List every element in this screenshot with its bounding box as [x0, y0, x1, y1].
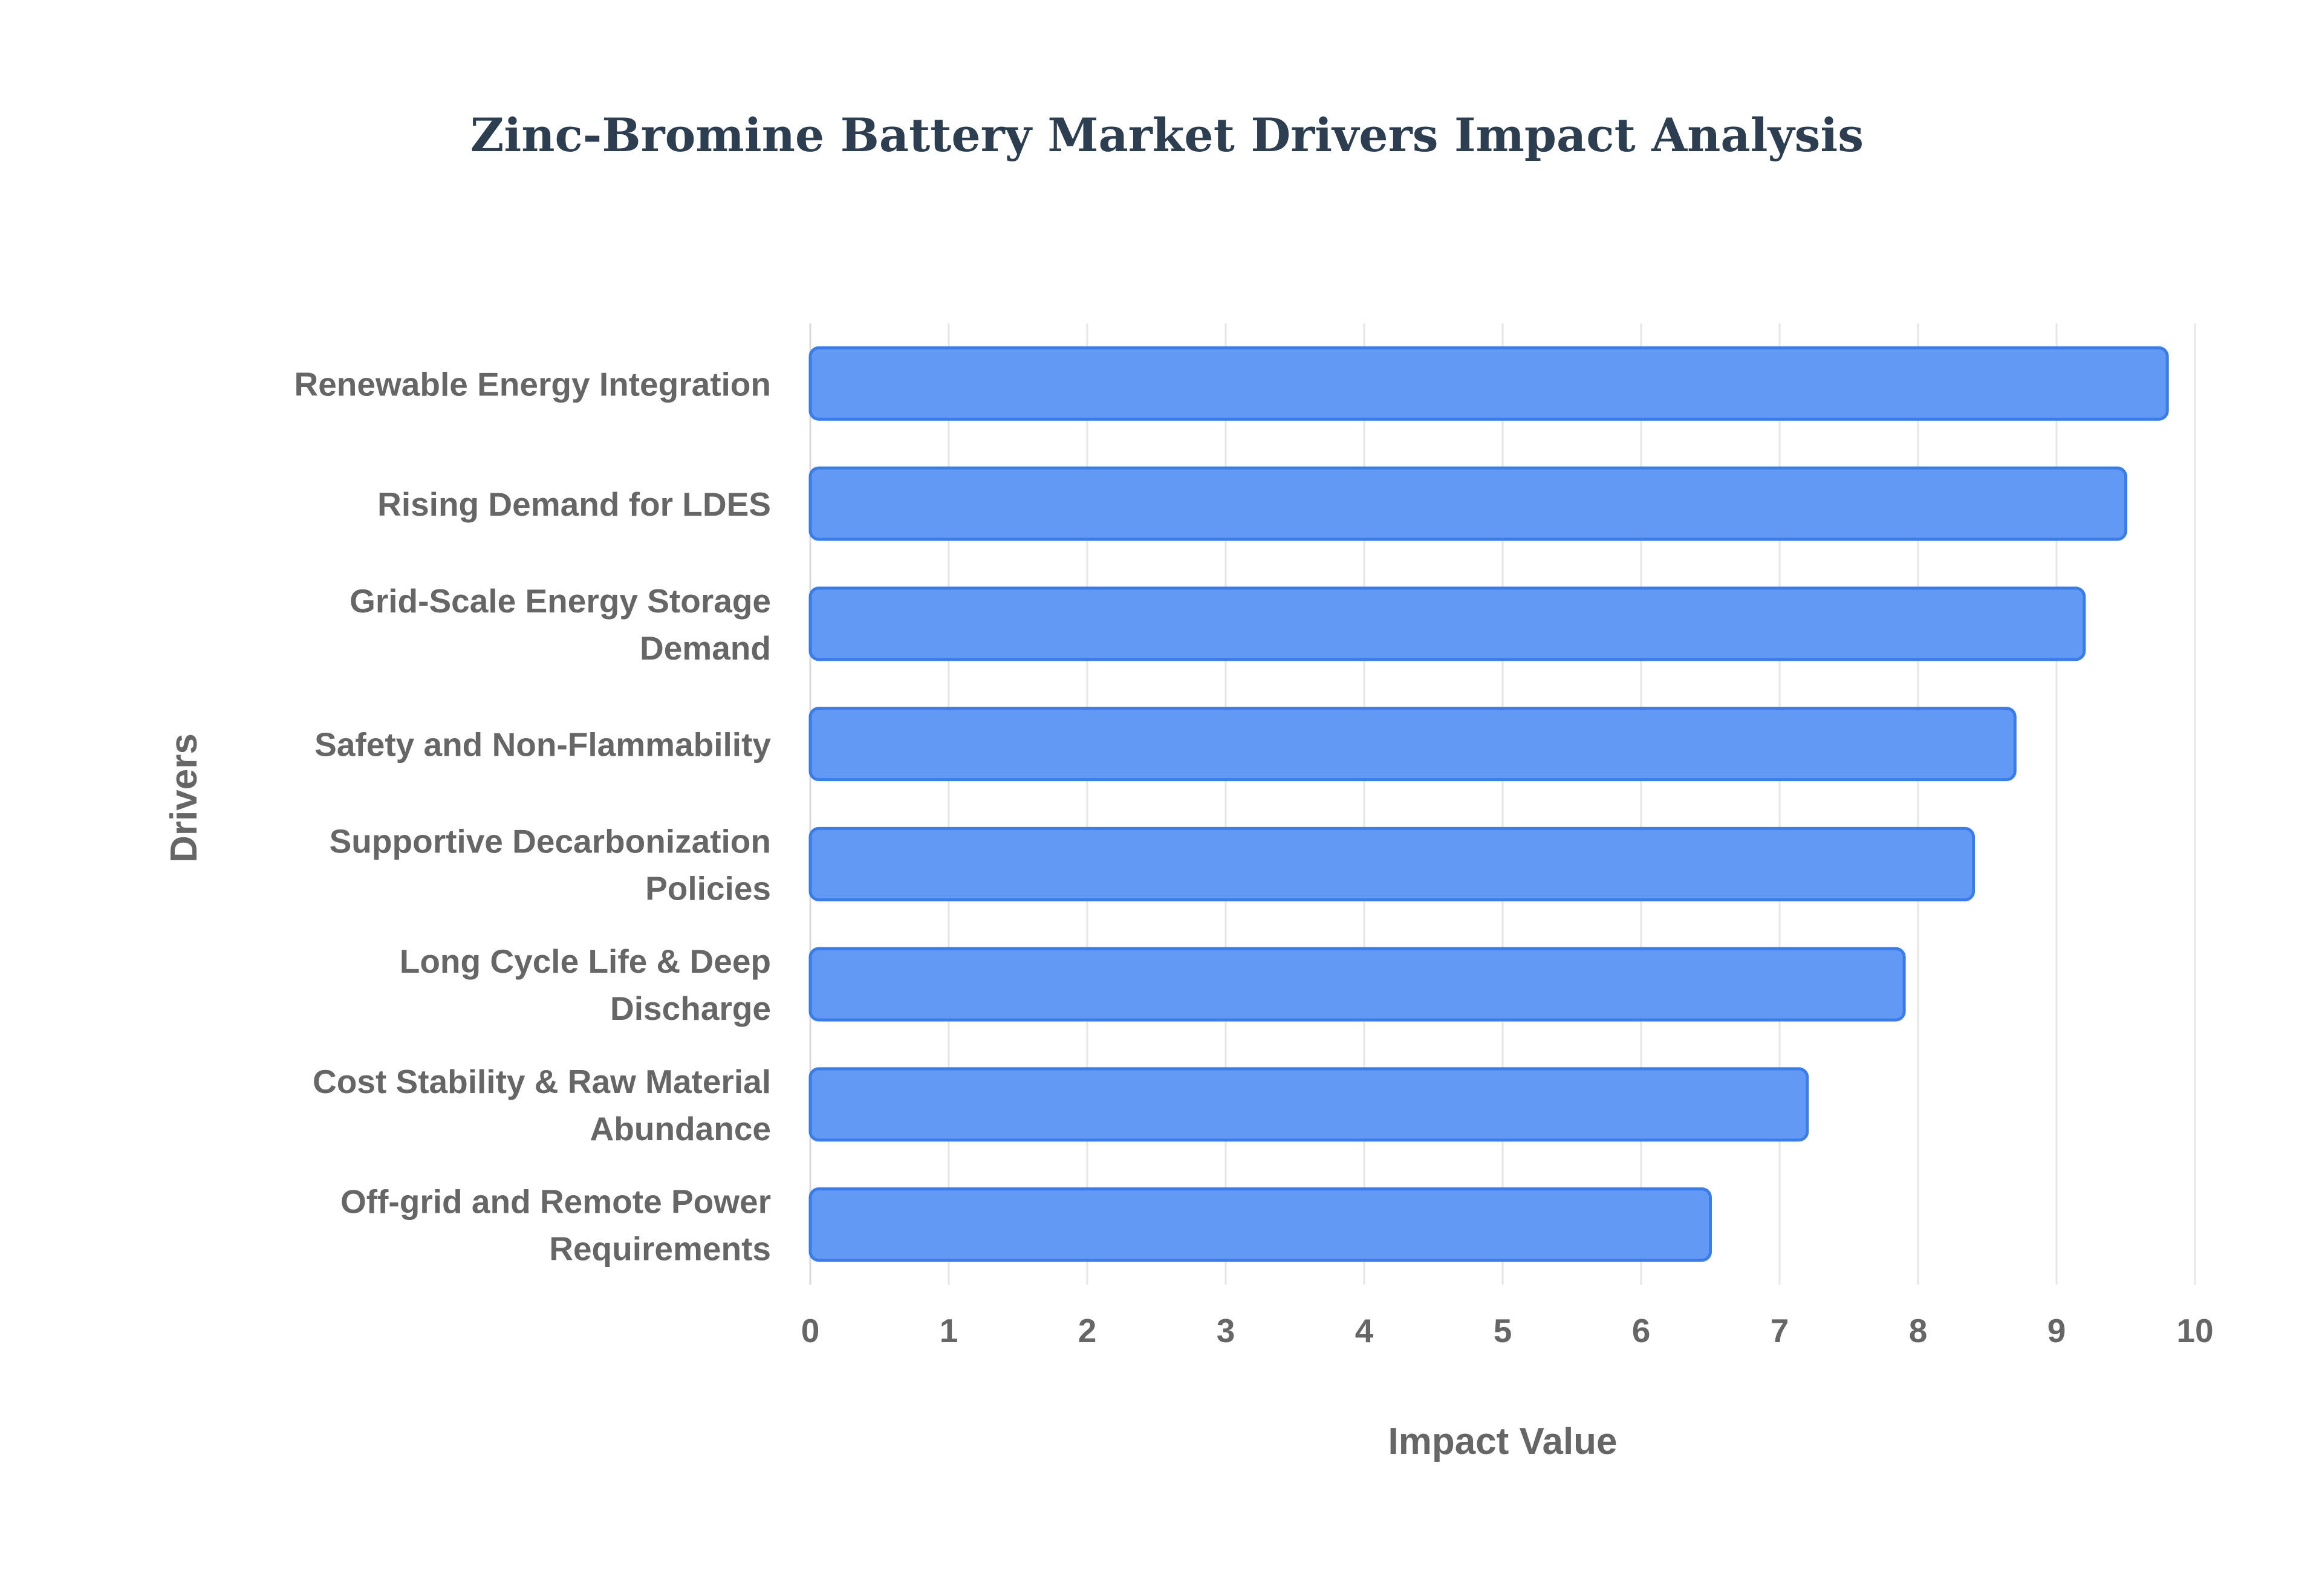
x-tick-label: 7	[1771, 1312, 1789, 1349]
x-tick-label: 10	[2176, 1312, 2213, 1349]
x-tick-label: 5	[1494, 1312, 1512, 1349]
bar	[808, 466, 2127, 541]
bars	[808, 346, 2169, 1262]
bar	[808, 826, 1976, 901]
bar	[808, 947, 1906, 1022]
category-label: Off-grid and Remote Power Requirements	[340, 1183, 771, 1268]
category-label: Cost Stability & Raw Material Abundance	[313, 1063, 771, 1147]
chart-title: Zinc-Bromine Battery Market Drivers Impa…	[470, 108, 1864, 162]
category-label: Grid-Scale Energy Storage Demand	[350, 582, 771, 667]
category-label: Long Cycle Life & Deep Discharge	[400, 942, 771, 1027]
category-label: Supportive Decarbonization Policies	[330, 822, 771, 907]
x-tick-label: 8	[1909, 1312, 1928, 1349]
x-tick-labels: 0 1 2 3 4 5 6 7 8 9 10	[801, 1312, 2214, 1349]
bar	[808, 707, 2017, 782]
x-tick-label: 9	[2047, 1312, 2066, 1349]
x-tick-label: 6	[1632, 1312, 1651, 1349]
x-tick-label: 3	[1217, 1312, 1235, 1349]
x-tick-label: 4	[1355, 1312, 1374, 1349]
bar	[808, 1187, 1712, 1262]
x-axis-title: Impact Value	[1388, 1421, 1617, 1462]
bar	[808, 346, 2169, 421]
category-label: Renewable Energy Integration	[294, 365, 771, 403]
category-labels: Renewable Energy Integration Rising Deman…	[294, 365, 771, 1267]
category-label: Rising Demand for LDES	[377, 485, 771, 523]
y-axis-title: Drivers	[163, 733, 205, 863]
bar	[808, 586, 2086, 661]
category-label: Safety and Non-Flammability	[314, 726, 771, 764]
x-tick-label: 1	[940, 1312, 958, 1349]
x-tick-label: 0	[801, 1312, 820, 1349]
bar	[808, 1067, 1809, 1142]
x-tick-label: 2	[1078, 1312, 1097, 1349]
